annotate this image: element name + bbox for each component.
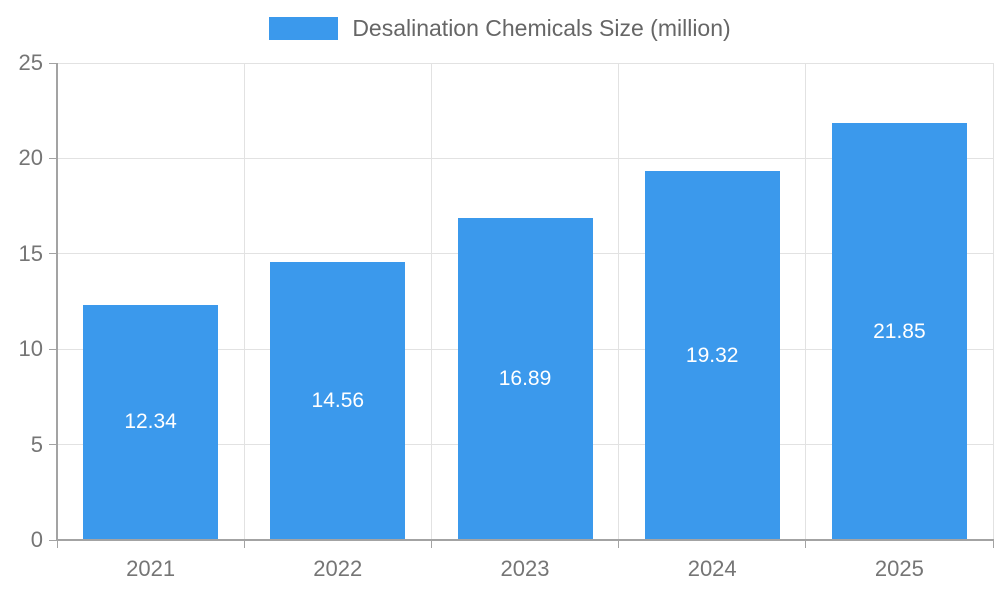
y-axis-line xyxy=(56,63,58,540)
y-axis-tick xyxy=(49,539,57,541)
bar-2023[interactable] xyxy=(457,217,593,540)
legend-swatch xyxy=(269,17,339,40)
y-axis-tick xyxy=(49,253,57,255)
y-axis-tick xyxy=(49,62,57,64)
y-axis-tick-label: 20 xyxy=(18,145,43,171)
y-axis-tick-label: 25 xyxy=(18,50,43,75)
x-axis-tick-label: 2022 xyxy=(313,556,363,581)
v-gridline xyxy=(243,63,245,540)
y-axis-tick-label: 15 xyxy=(18,240,43,266)
v-gridline xyxy=(805,63,807,540)
x-axis-tick-label: 2025 xyxy=(874,556,924,581)
bar-2022[interactable] xyxy=(270,262,406,540)
y-axis-tick-label: 10 xyxy=(18,336,43,362)
x-axis-tick xyxy=(992,540,994,548)
v-gridline xyxy=(430,63,432,540)
bar-value-label: 21.85 xyxy=(873,319,926,343)
y-axis-tick xyxy=(49,444,57,446)
bar-value-label: 14.56 xyxy=(311,389,365,413)
legend-label: Desalination Chemicals Size (million) xyxy=(352,15,731,41)
v-gridline xyxy=(618,63,620,540)
v-gridline xyxy=(992,63,994,540)
x-axis-tick-label: 2023 xyxy=(500,556,550,581)
x-axis-tick-label: 2024 xyxy=(687,556,737,581)
bar-2021[interactable] xyxy=(83,304,219,540)
bar-2025[interactable] xyxy=(831,123,967,540)
y-axis-tick xyxy=(49,348,57,350)
y-axis-tick-label: 0 xyxy=(30,527,43,552)
x-axis-tick xyxy=(805,540,807,548)
x-axis-tick xyxy=(243,540,245,548)
bar-2024[interactable] xyxy=(644,171,780,540)
y-axis-tick xyxy=(49,157,57,159)
x-axis-tick xyxy=(56,540,58,548)
bar-value-label: 19.32 xyxy=(685,343,739,367)
h-gridline xyxy=(57,62,993,64)
y-axis-tick-label: 5 xyxy=(30,431,43,457)
x-axis-tick xyxy=(430,540,432,548)
x-axis-tick xyxy=(618,540,620,548)
bar-value-label: 12.34 xyxy=(124,410,177,434)
x-axis-tick-label: 2021 xyxy=(126,556,176,581)
bar-value-label: 16.89 xyxy=(498,366,552,390)
legend[interactable]: Desalination Chemicals Size (million) xyxy=(0,15,1000,42)
x-axis-line xyxy=(56,539,994,541)
plot-area: 0 5 10 15 20 25 12.34 2021 14.56 2022 16.89 2023 19.… xyxy=(19,50,994,581)
h-gridline xyxy=(57,157,993,159)
